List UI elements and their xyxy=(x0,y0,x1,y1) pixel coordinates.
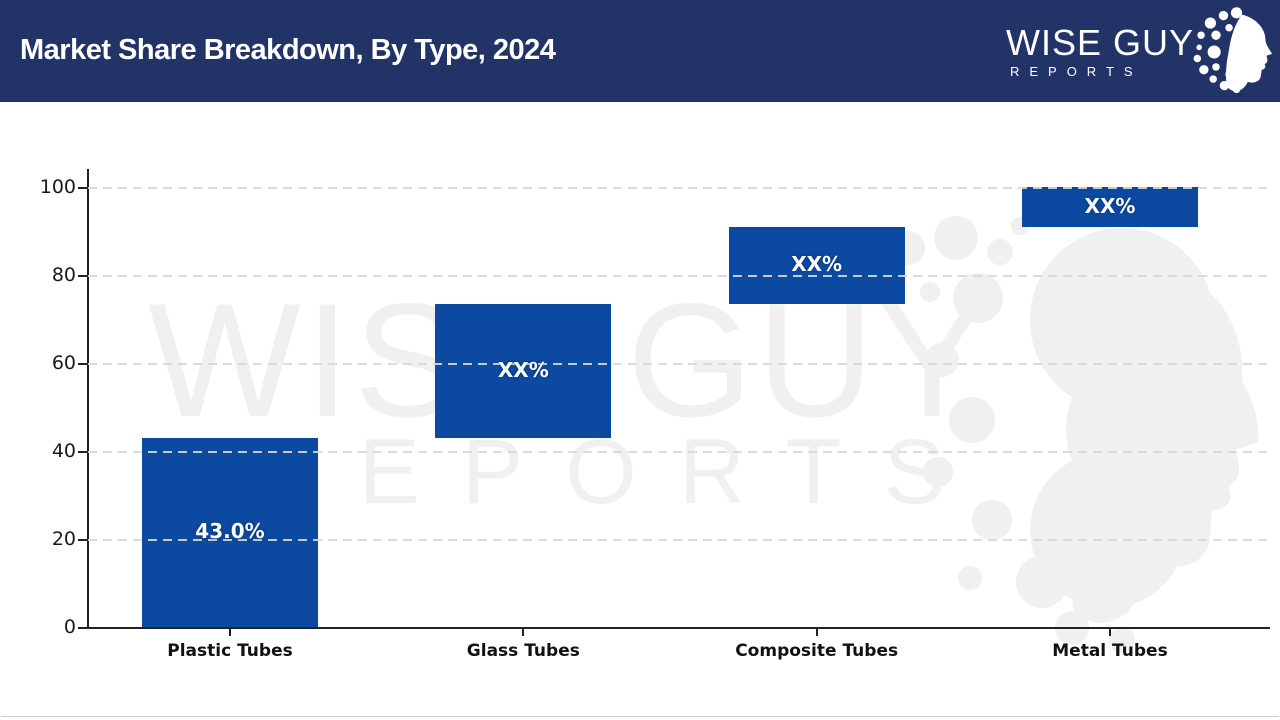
y-axis-line xyxy=(87,169,89,629)
figure-bottom-border xyxy=(1,716,1279,717)
y-tick-mark xyxy=(78,363,87,365)
y-tick-label: 0 xyxy=(63,616,76,638)
x-tick-mark xyxy=(229,629,231,636)
brand-face-icon xyxy=(1193,7,1272,94)
gridline xyxy=(88,451,1270,453)
y-tick-mark xyxy=(78,187,87,189)
bar-value-label-composite-tubes: XX% xyxy=(791,252,843,277)
x-tick-label-plastic-tubes: Plastic Tubes xyxy=(167,641,293,661)
brand-logo: WISE GUY REPORTS xyxy=(1006,6,1272,98)
x-tick-mark xyxy=(522,629,525,636)
bar-value-label-glass-tubes: XX% xyxy=(497,357,549,382)
gridline xyxy=(88,363,1270,365)
y-tick-mark xyxy=(78,627,87,629)
y-tick-label: 100 xyxy=(39,176,76,198)
y-tick-label: 80 xyxy=(51,264,76,286)
y-tick-label: 40 xyxy=(51,440,76,462)
chart-plot-area: 0 20 40 60 80 100 43.0% Plastic Tubes XX% Glass T… xyxy=(0,102,1280,720)
header: Market Share Breakdown, By Type, 2024 WI… xyxy=(0,0,1280,102)
bar-metal-tubes xyxy=(1021,187,1198,227)
x-tick-label-composite-tubes: Composite Tubes xyxy=(735,641,899,661)
bar-composite-tubes xyxy=(728,226,905,304)
y-tick-mark xyxy=(78,539,87,541)
brand-subtitle: REPORTS xyxy=(1009,64,1143,79)
x-tick-label-glass-tubes: Glass Tubes xyxy=(466,641,580,661)
y-tick-label: 20 xyxy=(51,528,76,550)
brand-logo-text: WISE GUY REPORTS xyxy=(1005,22,1194,80)
y-tick-mark xyxy=(78,451,87,453)
y-tick-label: 60 xyxy=(51,352,76,374)
gridline xyxy=(88,187,1270,189)
x-tick-label-metal-tubes: Metal Tubes xyxy=(1052,641,1168,661)
gridline xyxy=(88,275,1270,277)
brand-name: WISE GUY xyxy=(1005,22,1194,63)
gridline xyxy=(88,539,1270,541)
page-title: Market Share Breakdown, By Type, 2024 xyxy=(20,34,556,66)
x-tick-mark xyxy=(815,629,818,636)
bar-value-label-metal-tubes: XX% xyxy=(1084,193,1136,218)
bar-plastic-tubes xyxy=(142,437,318,627)
bar-value-label-plastic-tubes: 43.0% xyxy=(195,519,265,544)
y-tick-mark xyxy=(78,275,87,277)
x-axis-line xyxy=(87,627,1270,629)
x-tick-mark xyxy=(1108,629,1111,636)
bar-glass-tubes xyxy=(435,303,612,438)
